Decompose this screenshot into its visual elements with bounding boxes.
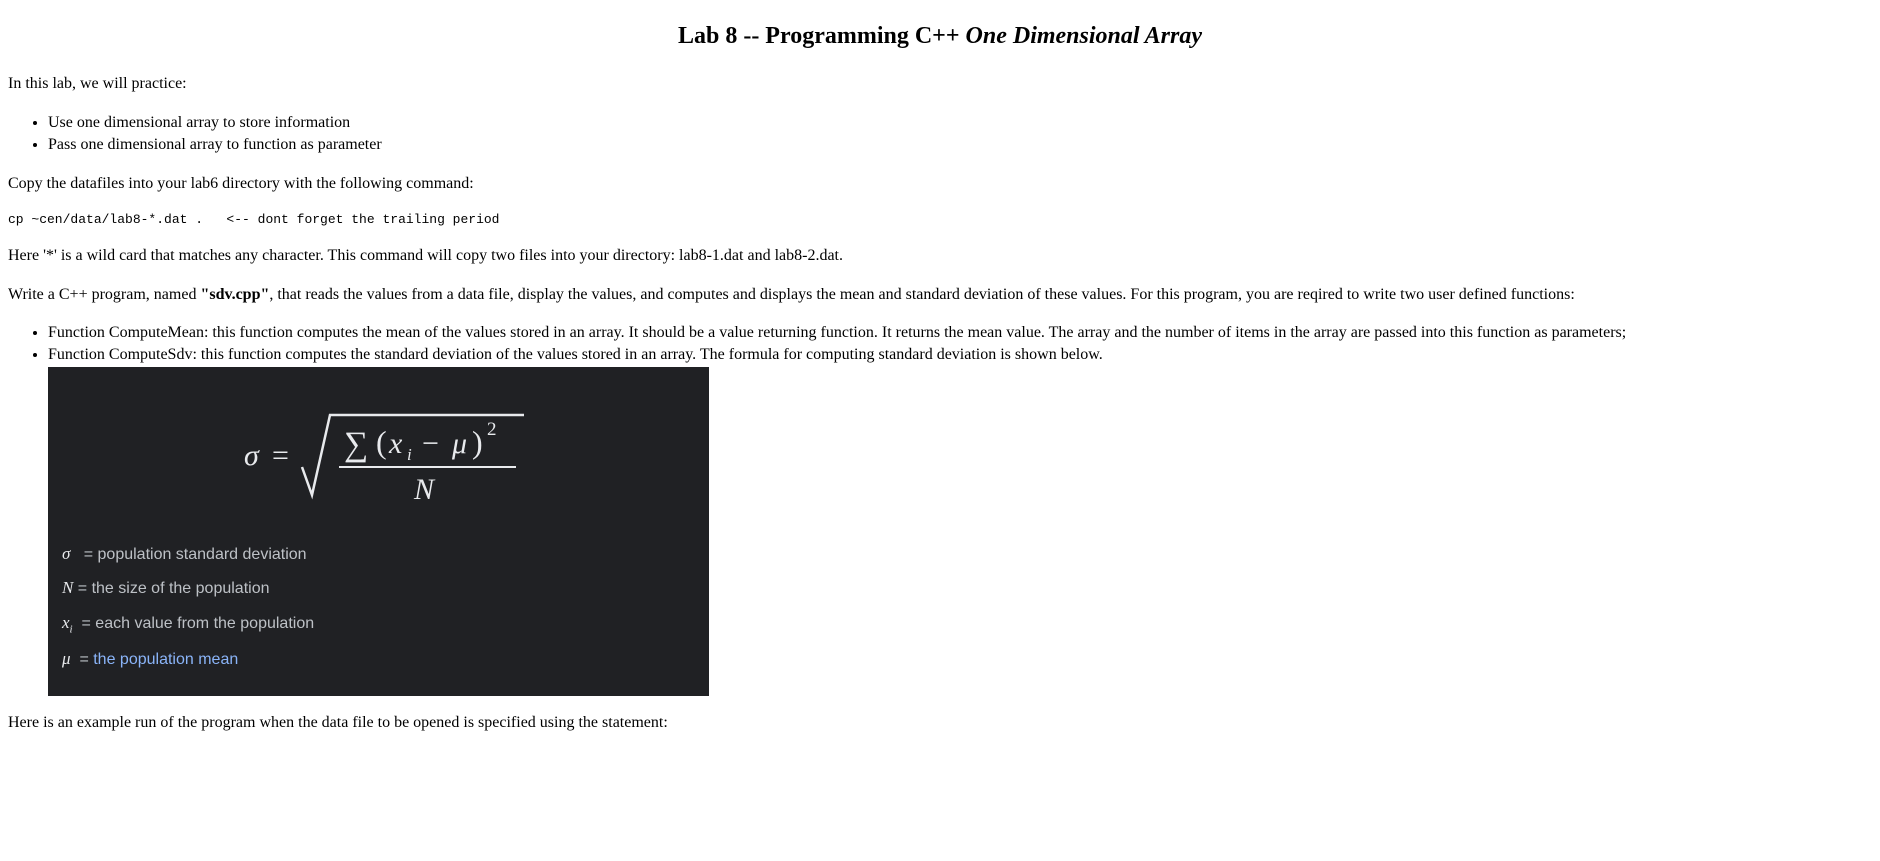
legend-xi: xi = each value from the population (62, 611, 695, 638)
legend-desc: = the size of the population (73, 580, 269, 597)
legend-mu: μ = the population mean (62, 647, 695, 671)
practice-list: Use one dimensional array to store infor… (8, 112, 1872, 157)
copy-instruction: Copy the datafiles into your lab6 direct… (8, 173, 1872, 195)
wildcard-note: Here '*' is a wild card that matches any… (8, 245, 1872, 267)
legend-n: N = the size of the population (62, 576, 695, 600)
program-instruction: Write a C++ program, named "sdv.cpp", th… (8, 284, 1872, 306)
svg-text:σ: σ (244, 439, 260, 472)
title-prefix: Lab 8 -- Programming C++ (678, 23, 966, 49)
legend-var-n: N (62, 578, 73, 597)
code-block: cp ~cen/data/lab8-*.dat . <-- dont forge… (8, 211, 1872, 229)
formula-image: σ = ∑ ( x i − μ ) 2 N σ = population sta… (48, 367, 709, 696)
instruction-pre: Write a C++ program, named (8, 286, 200, 303)
legend-var-mu: μ (62, 649, 71, 668)
legend-desc: = each value from the population (77, 615, 314, 632)
svg-text:∑: ∑ (344, 426, 368, 463)
list-item: Pass one dimensional array to function a… (48, 134, 1872, 156)
functions-list: Function ComputeMean: this function comp… (8, 322, 1872, 696)
instruction-post: , that reads the values from a data file… (269, 286, 1574, 303)
page-title: Lab 8 -- Programming C++ One Dimensional… (8, 20, 1872, 54)
svg-text:(: ( (376, 424, 387, 460)
svg-text:N: N (413, 473, 436, 506)
legend-var-sigma: σ (62, 544, 70, 563)
svg-text:−: − (422, 427, 439, 460)
legend-desc: = population standard deviation (79, 546, 306, 563)
svg-text:): ) (472, 424, 483, 460)
svg-text:x: x (388, 427, 403, 460)
list-item: Use one dimensional array to store infor… (48, 112, 1872, 134)
svg-text:2: 2 (487, 419, 497, 440)
list-item: Function ComputeMean: this function comp… (48, 322, 1872, 344)
title-italic: One Dimensional Array (966, 23, 1202, 49)
population-mean-link[interactable]: the population mean (93, 651, 238, 668)
svg-text:=: = (272, 439, 289, 472)
function-sdv-text: Function ComputeSdv: this function compu… (48, 346, 1103, 363)
sigma-formula-svg: σ = ∑ ( x i − μ ) 2 N (204, 397, 554, 517)
example-run-intro: Here is an example run of the program wh… (8, 712, 1872, 734)
list-item: Function ComputeSdv: this function compu… (48, 344, 1872, 695)
legend-var-xi: xi (62, 613, 73, 632)
legend-desc: = (75, 651, 93, 668)
intro-paragraph: In this lab, we will practice: (8, 73, 1872, 95)
svg-text:i: i (407, 445, 412, 464)
legend-sigma: σ = population standard deviation (62, 542, 695, 566)
instruction-filename: "sdv.cpp" (200, 286, 269, 303)
svg-text:μ: μ (451, 427, 467, 460)
